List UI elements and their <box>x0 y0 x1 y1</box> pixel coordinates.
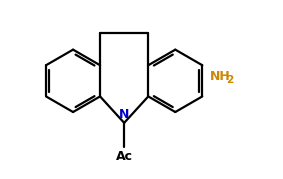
Text: 2: 2 <box>227 75 234 85</box>
Text: NH: NH <box>210 70 231 83</box>
Text: N: N <box>119 108 129 121</box>
Text: Ac: Ac <box>116 150 133 163</box>
